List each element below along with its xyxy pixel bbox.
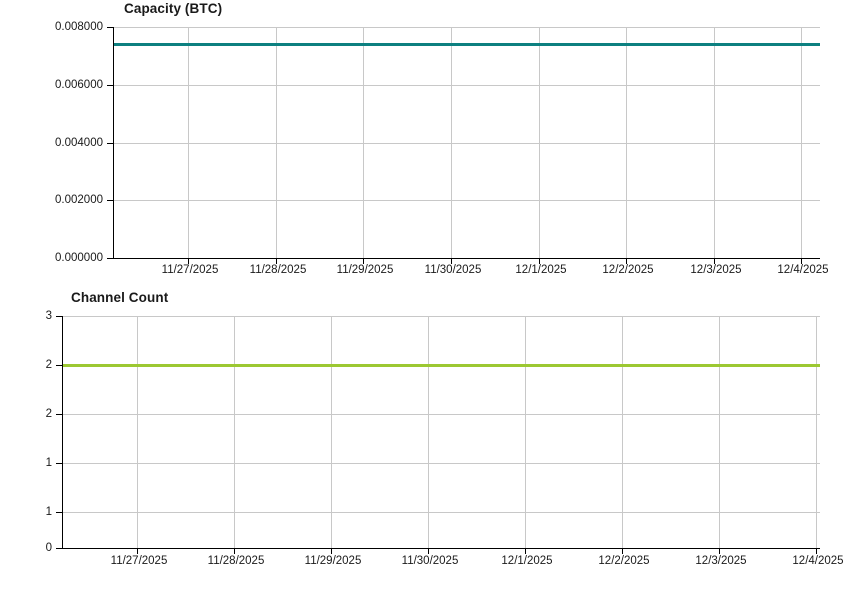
channel-count-x-tick-6 <box>719 549 720 554</box>
capacity-x-label-6: 12/3/2025 <box>690 264 742 276</box>
capacity-y-label-1: 0.006000 <box>55 79 103 91</box>
capacity-y-tick-0 <box>107 27 113 28</box>
capacity-x-tick-2 <box>363 259 364 264</box>
channel-count-x-tick-1 <box>234 549 235 554</box>
channel-count-y-tick-3 <box>56 463 62 464</box>
channel-count-gridline-h-4 <box>62 512 820 513</box>
channel-count-x-tick-4 <box>525 549 526 554</box>
channel-count-gridline-v-3 <box>428 316 429 548</box>
channel-count-plot-area <box>62 316 820 548</box>
capacity-y-label-4: 0.000000 <box>55 252 103 264</box>
channel-count-gridline-v-1 <box>234 316 235 548</box>
channel-count-gridline-h-0 <box>62 316 820 317</box>
capacity-x-label-1: 11/28/2025 <box>249 264 307 276</box>
capacity-x-tick-3 <box>451 259 452 264</box>
capacity-x-tick-0 <box>188 259 189 264</box>
channel-count-x-tick-7 <box>816 549 817 554</box>
channel-count-x-label-6: 12/3/2025 <box>695 555 747 567</box>
capacity-x-tick-1 <box>276 259 277 264</box>
channel-count-x-label-4: 12/1/2025 <box>501 555 553 567</box>
channel-count-y-label-5: 0 <box>45 542 52 554</box>
channel-count-x-label-5: 12/2/2025 <box>598 555 650 567</box>
channel-count-x-label-1: 11/28/2025 <box>207 555 265 567</box>
capacity-x-label-5: 12/2/2025 <box>602 264 654 276</box>
capacity-y-tick-4 <box>107 258 113 259</box>
capacity-gridline-v-7 <box>801 27 802 258</box>
channel-count-gridline-v-6 <box>719 316 720 548</box>
capacity-y-tick-3 <box>107 200 113 201</box>
capacity-x-tick-7 <box>801 259 802 264</box>
channel-count-chart-panel: Channel Count 3 2 2 1 1 0 1 <box>0 290 860 600</box>
capacity-gridline-v-5 <box>626 27 627 258</box>
channel-count-gridline-v-2 <box>331 316 332 548</box>
capacity-gridline-v-1 <box>276 27 277 258</box>
channel-count-gridline-h-3 <box>62 463 820 464</box>
channel-count-gridline-v-4 <box>525 316 526 548</box>
channel-count-y-tick-4 <box>56 512 62 513</box>
capacity-gridline-v-0 <box>188 27 189 258</box>
channel-count-y-axis-line <box>62 316 63 548</box>
capacity-chart-panel: Capacity (BTC) 0.008000 0.006000 0.00400… <box>0 0 860 290</box>
channel-count-gridline-v-7 <box>816 316 817 548</box>
channel-count-y-tick-0 <box>56 316 62 317</box>
channel-count-x-label-3: 11/30/2025 <box>401 555 459 567</box>
capacity-x-label-4: 12/1/2025 <box>515 264 567 276</box>
capacity-x-axis-line <box>113 258 820 259</box>
capacity-series-line <box>113 43 820 46</box>
capacity-gridline-v-3 <box>451 27 452 258</box>
capacity-y-label-2: 0.004000 <box>55 137 103 149</box>
channel-count-y-label-2: 2 <box>45 408 52 420</box>
capacity-gridline-v-6 <box>714 27 715 258</box>
channel-count-y-label-4: 1 <box>45 506 52 518</box>
capacity-gridline-v-2 <box>363 27 364 258</box>
capacity-x-label-3: 11/30/2025 <box>424 264 482 276</box>
channel-count-series-line <box>62 364 820 367</box>
capacity-gridline-h-3 <box>113 200 820 201</box>
channel-count-x-tick-0 <box>137 549 138 554</box>
channel-count-x-label-2: 11/29/2025 <box>304 555 362 567</box>
channel-count-gridline-h-2 <box>62 414 820 415</box>
channel-count-x-label-7: 12/4/2025 <box>792 555 844 567</box>
channel-count-x-tick-2 <box>331 549 332 554</box>
capacity-gridline-v-4 <box>539 27 540 258</box>
capacity-y-tick-2 <box>107 143 113 144</box>
capacity-y-label-0: 0.008000 <box>55 21 103 33</box>
channel-count-x-tick-3 <box>428 549 429 554</box>
capacity-chart-title: Capacity (BTC) <box>124 1 223 16</box>
capacity-x-tick-6 <box>714 259 715 264</box>
capacity-y-label-3: 0.002000 <box>55 194 103 206</box>
channel-count-y-label-3: 1 <box>45 457 52 469</box>
capacity-x-label-7: 12/4/2025 <box>777 264 829 276</box>
channel-count-y-tick-1 <box>56 365 62 366</box>
channel-count-y-label-0: 3 <box>45 310 52 322</box>
channel-count-chart-title: Channel Count <box>71 290 169 305</box>
channel-count-y-label-1: 2 <box>45 359 52 371</box>
channel-count-gridline-v-5 <box>622 316 623 548</box>
capacity-x-tick-4 <box>539 259 540 264</box>
capacity-x-label-2: 11/29/2025 <box>336 264 394 276</box>
channel-count-gridline-v-0 <box>137 316 138 548</box>
channel-count-x-axis-line <box>62 548 820 549</box>
capacity-gridline-h-2 <box>113 143 820 144</box>
capacity-x-tick-5 <box>626 259 627 264</box>
channel-count-x-label-0: 11/27/2025 <box>110 555 168 567</box>
capacity-gridline-h-1 <box>113 85 820 86</box>
channel-count-y-tick-2 <box>56 414 62 415</box>
capacity-plot-area <box>113 27 820 258</box>
capacity-y-tick-1 <box>107 85 113 86</box>
capacity-x-label-0: 11/27/2025 <box>161 264 219 276</box>
channel-count-x-tick-5 <box>622 549 623 554</box>
capacity-gridline-h-0 <box>113 27 820 28</box>
channel-count-y-tick-5 <box>56 548 62 549</box>
capacity-y-axis-line <box>113 27 114 258</box>
